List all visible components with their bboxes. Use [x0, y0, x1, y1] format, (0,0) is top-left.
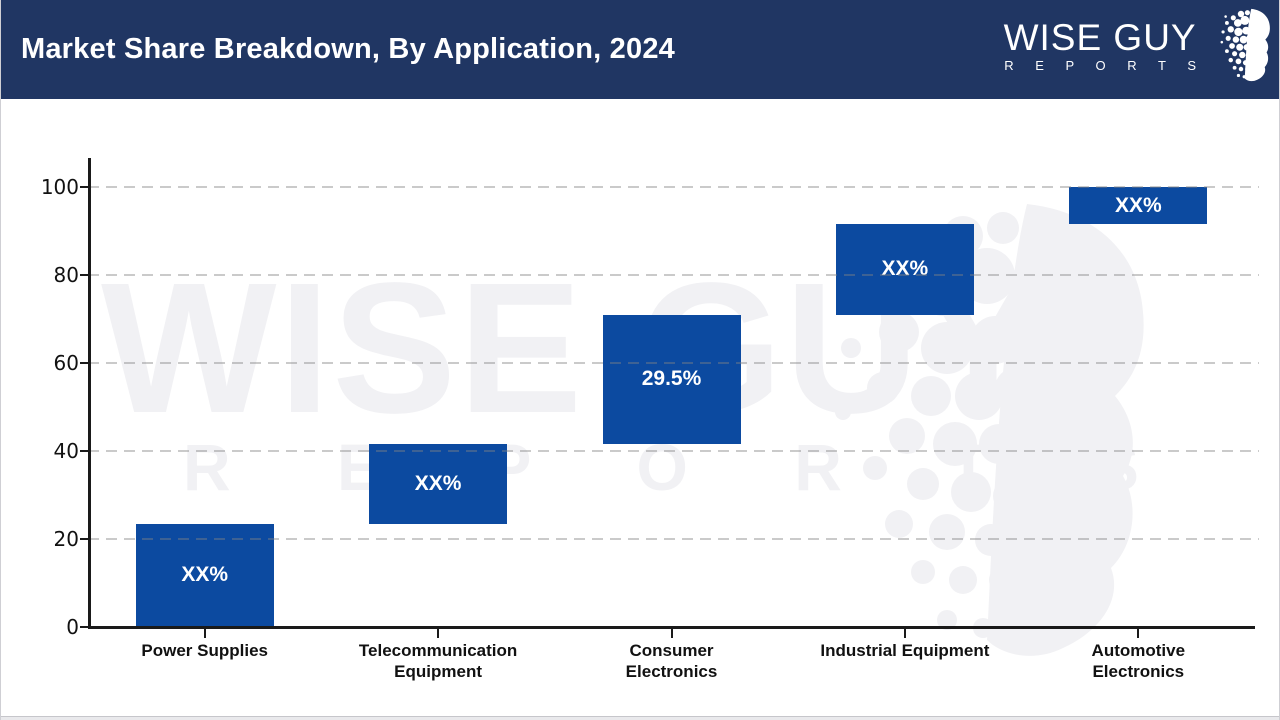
- gridline-y-40: [88, 450, 1259, 452]
- y-axis-tick-label: 40: [53, 439, 79, 463]
- x-axis-category-label: Power Supplies: [141, 641, 268, 660]
- gridline-y-100: [88, 186, 1259, 188]
- y-axis-tick-mark: [80, 450, 89, 452]
- bar-value-label: XX%: [414, 471, 462, 495]
- bottom-border: [1, 716, 1279, 720]
- y-axis-spine: [88, 158, 91, 629]
- logo-dotted-face-profile-icon: [1220, 8, 1270, 82]
- y-axis-tick-label: 80: [53, 263, 79, 287]
- bar-telecommunication-equipment: XX%: [369, 444, 508, 524]
- bar-value-label: XX%: [1114, 193, 1162, 217]
- bar-value-label: 29.5%: [641, 367, 702, 391]
- gridline-y-80: [88, 274, 1259, 276]
- gridline-y-20: [88, 538, 1259, 540]
- brand-logo: WISE GUY R E P O R T S: [995, 4, 1273, 88]
- y-axis-tick-mark: [80, 626, 89, 628]
- bar-industrial-equipment: XX%: [835, 224, 974, 315]
- x-axis-category-label: Telecommunication Equipment: [358, 641, 518, 682]
- y-axis-tick-mark: [80, 274, 89, 276]
- y-axis-tick-label: 20: [53, 527, 79, 551]
- x-axis-tick-mark: [203, 629, 206, 638]
- bar-consumer-electronics: 29.5%: [602, 314, 741, 445]
- logo-subtitle: R E P O R T S: [1004, 58, 1205, 74]
- gridline-y-60: [88, 362, 1259, 364]
- header-bar: Market Share Breakdown, By Application, …: [1, 0, 1279, 99]
- bar-power-supplies: XX%: [135, 523, 274, 627]
- bar-value-label: XX%: [181, 563, 229, 587]
- x-axis-category-label: Automotive Electronics: [1091, 641, 1186, 682]
- bar-automotive-electronics: XX%: [1069, 187, 1208, 225]
- chart-title: Market Share Breakdown, By Application, …: [21, 33, 675, 65]
- bar-value-label: XX%: [881, 257, 929, 281]
- y-axis-tick-mark: [80, 362, 89, 364]
- x-axis-category-label: Industrial Equipment: [820, 641, 990, 660]
- y-axis-tick-label: 60: [53, 351, 79, 375]
- logo-wordmark: WISE GUY: [1003, 16, 1197, 58]
- y-axis-tick-mark: [80, 538, 89, 540]
- y-axis-tick-label: 100: [40, 175, 79, 199]
- x-axis-category-label: Consumer Electronics: [625, 641, 718, 682]
- y-axis-tick-mark: [80, 186, 89, 188]
- x-axis-tick-mark: [670, 629, 673, 638]
- x-axis-tick-mark: [1137, 629, 1140, 638]
- x-axis-tick-mark: [437, 629, 440, 638]
- x-axis-tick-mark: [903, 629, 906, 638]
- x-axis-spine: [88, 626, 1255, 629]
- y-axis-tick-label: 0: [66, 615, 79, 639]
